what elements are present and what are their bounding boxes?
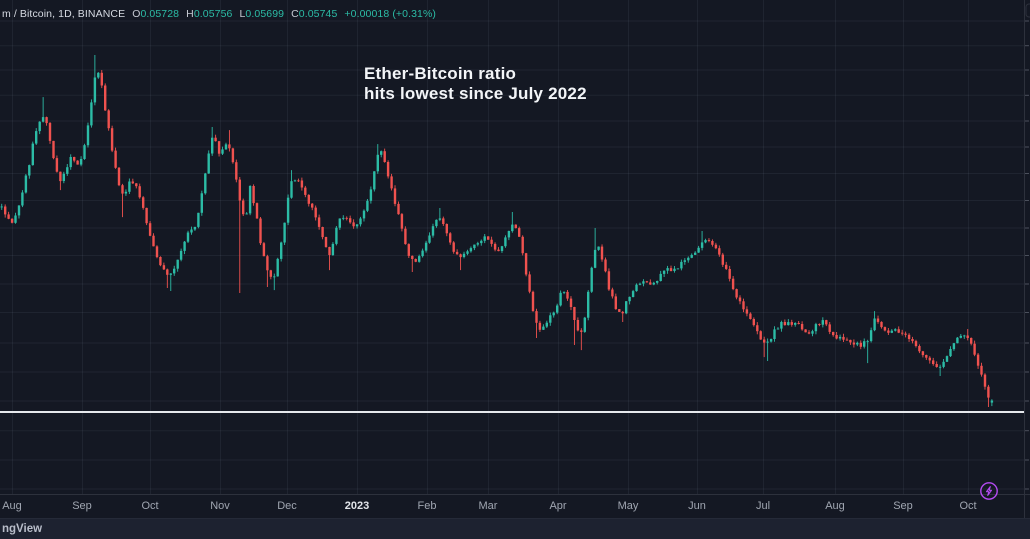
ohlc-high: H0.05756 [186,8,233,20]
time-axis-label: Apr [549,500,567,512]
time-axis-label: Jul [755,500,771,512]
time-axis-label: Oct [141,500,159,512]
annotation-line1: Ether-Bitcoin ratio [364,64,517,83]
change-value: +0.00018 (+0.31%) [344,8,437,20]
annotation-line2: hits lowest since July 2022 [364,83,587,103]
time-axis-label: Aug [825,500,845,512]
ohlc-open: O0.05728 [132,8,180,20]
lightning-bolt-icon [980,482,998,500]
tradingview-logo[interactable]: ngView [2,523,43,535]
price-axis[interactable] [1024,0,1030,518]
ohlc-close: C0.05745 [291,8,338,20]
time-axis[interactable]: Aug Sep Oct Nov Dec 2023 Feb Mar Apr May Jun Jul Aug… [0,494,1024,518]
attribution-bar: ngView [0,518,1030,539]
time-axis-label: Jun [688,500,706,512]
time-axis-label: Oct [959,500,977,512]
ohlc-low: L0.05699 [239,8,285,20]
time-axis-label: Aug [2,500,22,512]
time-axis-label: Nov [210,500,230,512]
chart-annotation-title: Ether-Bitcoin ratio hits lowest since Ju… [364,64,587,103]
time-axis-label: Sep [72,500,92,512]
time-axis-label: Mar [478,500,498,512]
time-axis-label: 2023 [344,500,370,512]
time-axis-label: Feb [417,500,437,512]
boost-button[interactable] [978,480,1000,502]
symbol-name[interactable]: m / Bitcoin, 1D, BINANCE [2,8,126,20]
time-axis-label: May [617,500,639,512]
candles [0,55,994,407]
time-axis-label: Sep [893,500,913,512]
time-axis-label: Dec [277,500,297,512]
symbol-legend[interactable]: m / Bitcoin, 1D, BINANCE O0.05728 H0.057… [2,7,436,21]
